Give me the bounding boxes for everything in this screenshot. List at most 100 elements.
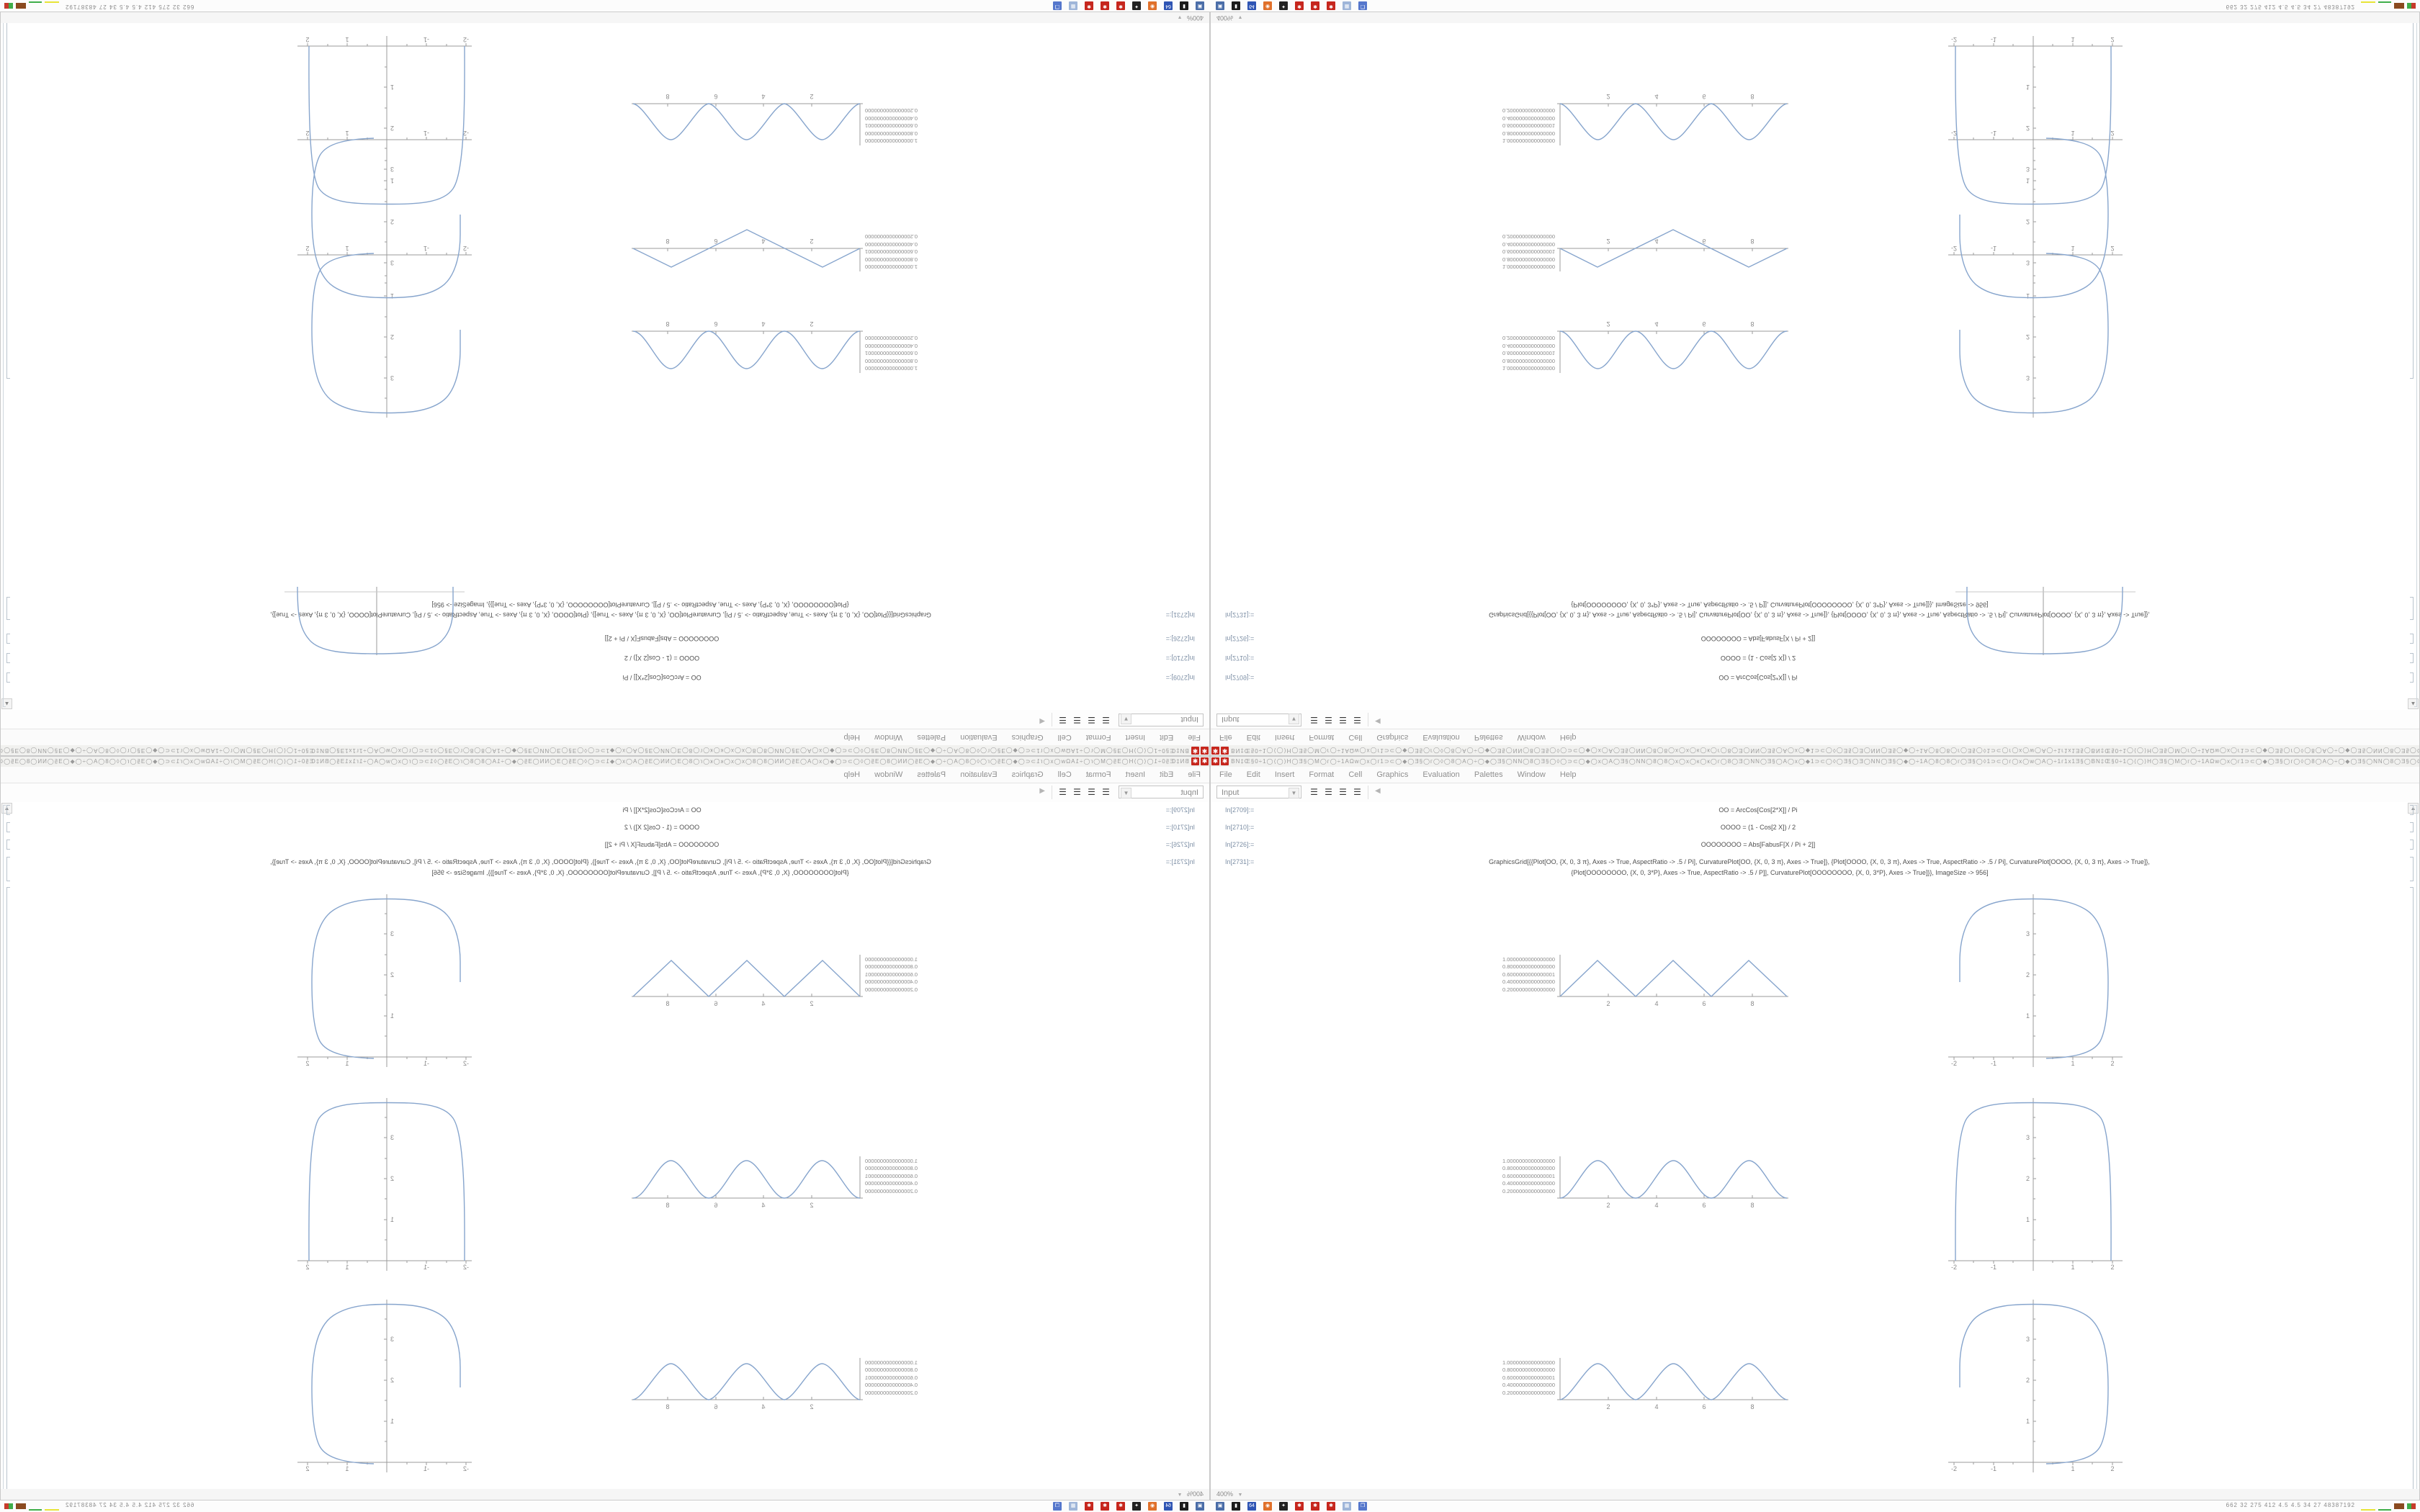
menu-format[interactable]: Format <box>1309 770 1335 779</box>
cell-bracket[interactable] <box>2410 672 2414 683</box>
cell-bracket[interactable] <box>6 840 10 850</box>
menu-file[interactable]: File <box>1188 733 1201 742</box>
code-cell-2710[interactable]: OOOO = (1 - Cos[2 X]) / 2 <box>1720 654 1796 662</box>
zoom-level[interactable]: 400% <box>1216 1490 1234 1498</box>
terminal-icon[interactable]: ▮ <box>1232 1 1240 10</box>
cell-bracket[interactable] <box>6 634 10 644</box>
notebook-content[interactable]: In[2709]:= OO = ArcCos[Cos[2*X]] / Pi In… <box>1 802 1209 1489</box>
menu-help[interactable]: Help <box>1559 733 1577 742</box>
display-icon[interactable]: ▣ <box>1196 1502 1204 1511</box>
window-titlebar[interactable]: ✱✱ BN‡Œ§0÷1◯⟨◯⟩H◯Ǝ§◯M◯г◯÷1AΩw◯x◯г1⊃⊂◯◆◯Ǝ… <box>1 744 1209 755</box>
gear-red-icon[interactable]: ✱ <box>1327 1 1335 10</box>
menu-palettes[interactable]: Palettes <box>917 770 946 779</box>
menu-cell[interactable]: Cell <box>1348 733 1363 742</box>
justify-left-button[interactable]: ☰ <box>1102 787 1110 797</box>
menu-evaluation[interactable]: Evaluation <box>960 733 998 742</box>
zoom-level[interactable]: 400% <box>1186 1490 1204 1498</box>
justify-left-button[interactable]: ☰ <box>1310 787 1318 797</box>
display-icon[interactable]: ▣ <box>1216 1 1224 10</box>
zoom-level[interactable]: 400% <box>1186 14 1204 22</box>
floppy64-icon[interactable]: 64 <box>1247 1502 1256 1511</box>
menu-file[interactable]: File <box>1219 733 1232 742</box>
code-cell-2709[interactable]: OO = ArcCos[Cos[2*X]] / Pi <box>622 806 702 814</box>
menu-edit[interactable]: Edit <box>1246 770 1260 779</box>
code-cell-2731-line2[interactable]: {Plot[OOOOOOOO, {X, 0, 3*P}, Axes -> Tru… <box>431 869 849 876</box>
menu-format[interactable]: Format <box>1085 770 1111 779</box>
code-cell-2709[interactable]: OO = ArcCos[Cos[2*X]] / Pi <box>622 674 702 681</box>
menu-cell[interactable]: Cell <box>1057 770 1072 779</box>
gimp-icon[interactable]: ✦ <box>1132 1 1141 10</box>
gear-red-icon[interactable]: ✱ <box>1295 1502 1304 1511</box>
calculator-icon[interactable]: ▦ <box>1069 1 1077 10</box>
gear-red-icon[interactable]: ✱ <box>1101 1 1109 10</box>
floppy64-icon[interactable]: 64 <box>1164 1502 1173 1511</box>
sysmon-updown-icon[interactable] <box>2407 1503 2416 1509</box>
cell-bracket[interactable] <box>6 887 10 1489</box>
menu-file[interactable]: File <box>1188 770 1201 779</box>
gimp-icon[interactable]: ✦ <box>1132 1502 1141 1511</box>
cell-bracket[interactable] <box>2410 653 2414 663</box>
code-cell-2731-line1[interactable]: GraphicsGrid[{{Plot[OO, {X, 0, 3 π}, Axe… <box>270 858 931 865</box>
menu-insert[interactable]: Insert <box>1274 770 1295 779</box>
cell-bracket[interactable] <box>6 672 10 683</box>
menu-help[interactable]: Help <box>843 733 861 742</box>
menu-cell[interactable]: Cell <box>1348 770 1363 779</box>
sysmon-updown-icon[interactable] <box>4 1503 13 1509</box>
window-icon[interactable]: ❒ <box>1358 1502 1367 1511</box>
gear-red-icon[interactable]: ✱ <box>1295 1 1304 10</box>
menu-graphics[interactable]: Graphics <box>1376 733 1409 742</box>
gear-red-icon[interactable]: ✱ <box>1085 1 1093 10</box>
firefox-icon[interactable]: ◉ <box>1148 1502 1157 1511</box>
calculator-icon[interactable]: ▦ <box>1069 1502 1077 1511</box>
chevron-down-icon[interactable]: ▼ <box>1237 1493 1243 1498</box>
window-titlebar[interactable]: ✱✱ BN‡Œ§0÷1◯⟨◯⟩H◯Ǝ§◯M◯г◯÷1AΩw◯x◯г1⊃⊂◯◆◯Ǝ… <box>1211 744 2419 755</box>
gimp-icon[interactable]: ✦ <box>1279 1502 1288 1511</box>
menu-window[interactable]: Window <box>874 770 903 779</box>
menu-window[interactable]: Window <box>1517 733 1546 742</box>
menu-evaluation[interactable]: Evaluation <box>1422 770 1460 779</box>
cell-bracket[interactable] <box>2410 840 2414 850</box>
justify-full-button[interactable]: ☰ <box>1353 787 1361 797</box>
toolbar-collapse-icon[interactable]: ◀ <box>1039 787 1045 795</box>
toolbar-collapse-icon[interactable]: ◀ <box>1375 717 1381 725</box>
cell-group-bracket[interactable] <box>3 805 6 1489</box>
justify-left-button[interactable]: ☰ <box>1310 715 1318 725</box>
cell-bracket[interactable] <box>2410 634 2414 644</box>
cell-bracket[interactable] <box>6 857 10 881</box>
cell-group-bracket[interactable] <box>2414 23 2417 707</box>
justify-full-button[interactable]: ☰ <box>1353 715 1361 725</box>
cell-bracket[interactable] <box>6 653 10 663</box>
gimp-icon[interactable]: ✦ <box>1279 1 1288 10</box>
cell-bracket[interactable] <box>6 597 10 620</box>
cell-bracket[interactable] <box>2410 887 2414 1489</box>
chevron-down-icon[interactable]: ▼ <box>1289 714 1299 724</box>
menu-window[interactable]: Window <box>874 733 903 742</box>
justify-full-button[interactable]: ☰ <box>1059 715 1067 725</box>
menu-palettes[interactable]: Palettes <box>1474 770 1503 779</box>
floppy64-icon[interactable]: 64 <box>1247 1 1256 10</box>
notebook-content[interactable]: In[2709]:= OO = ArcCos[Cos[2*X]] / Pi In… <box>1 23 1209 710</box>
code-cell-2726[interactable]: OOOOOOOO = Abs[FabusF[X / Pi + 2]] <box>604 841 720 848</box>
cell-group-bracket[interactable] <box>3 23 6 707</box>
sysmon-updown-icon[interactable] <box>2407 3 2416 9</box>
code-cell-2731-line1[interactable]: GraphicsGrid[{{Plot[OO, {X, 0, 3 π}, Axe… <box>1489 858 2150 865</box>
justify-center-button[interactable]: ☰ <box>1088 715 1095 725</box>
gear-red-icon[interactable]: ✱ <box>1085 1502 1093 1511</box>
notebook-content[interactable]: In[2709]:= OO = ArcCos[Cos[2*X]] / Pi In… <box>1211 23 2419 710</box>
justify-right-button[interactable]: ☰ <box>1339 715 1347 725</box>
gear-red-icon[interactable]: ✱ <box>1311 1 1319 10</box>
menu-insert[interactable]: Insert <box>1274 733 1295 742</box>
menu-help[interactable]: Help <box>843 770 861 779</box>
sysmon-updown-icon[interactable] <box>4 3 13 9</box>
window-icon[interactable]: ❒ <box>1053 1 1062 10</box>
menu-edit[interactable]: Edit <box>1246 733 1260 742</box>
code-cell-2731-line1[interactable]: GraphicsGrid[{{Plot[OO, {X, 0, 3 π}, Axe… <box>270 611 931 618</box>
gear-red-icon[interactable]: ✱ <box>1116 1 1125 10</box>
menu-insert[interactable]: Insert <box>1125 733 1146 742</box>
menu-evaluation[interactable]: Evaluation <box>960 770 998 779</box>
window-titlebar[interactable]: ✱✱ BN‡Œ§0÷1◯⟨◯⟩H◯Ǝ§◯M◯г◯÷1AΩw◯x◯г1⊃⊂◯◆◯Ǝ… <box>1 757 1209 768</box>
menu-palettes[interactable]: Palettes <box>1474 733 1503 742</box>
justify-right-button[interactable]: ☰ <box>1073 787 1081 797</box>
menu-palettes[interactable]: Palettes <box>917 733 946 742</box>
justify-right-button[interactable]: ☰ <box>1339 787 1347 797</box>
